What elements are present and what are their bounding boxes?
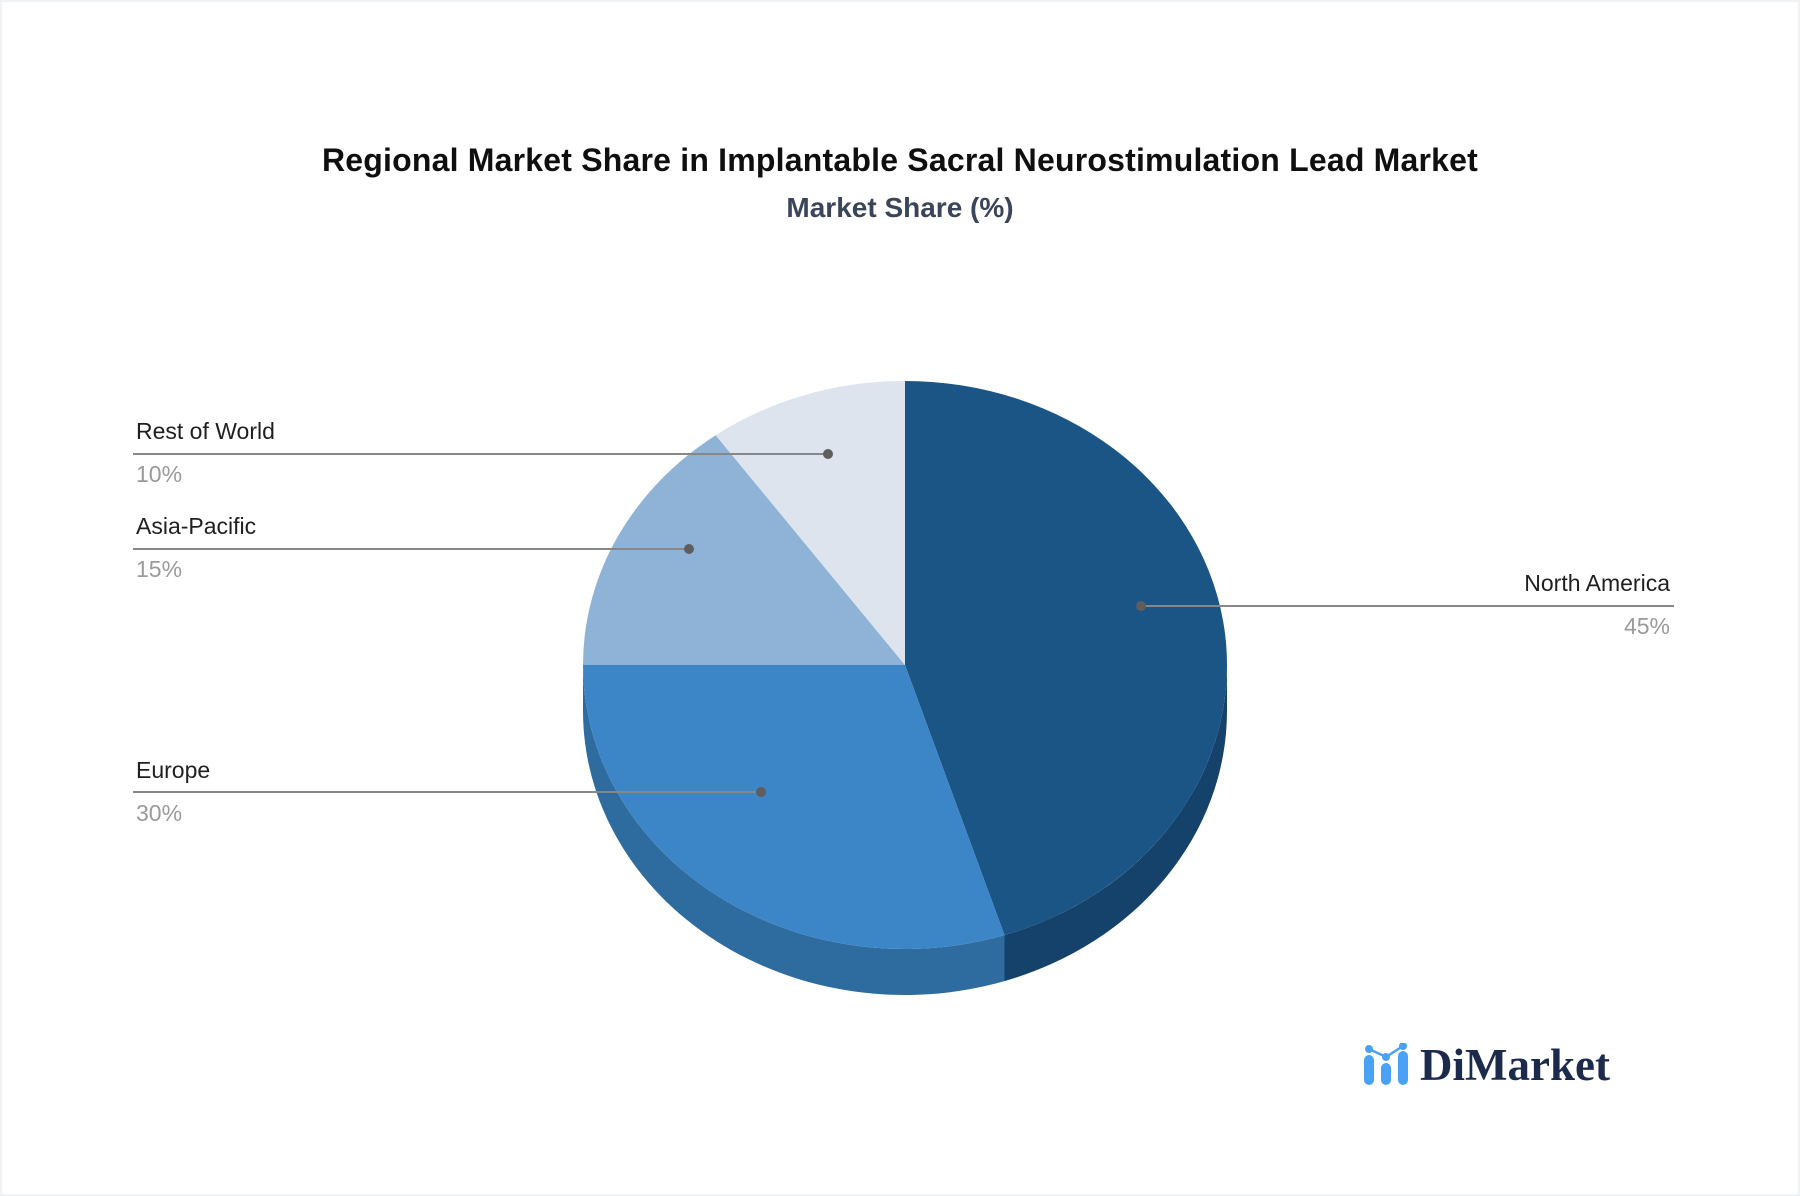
callout-label-rest-of-world: Rest of World: [136, 418, 275, 444]
chart-subtitle: Market Share (%): [786, 192, 1014, 223]
callout-label-europe: Europe: [136, 757, 210, 783]
slice-label: Europe: [136, 757, 211, 783]
slice-label: North America: [1524, 570, 1670, 596]
callout-value-rest-of-world: 10%: [136, 461, 182, 487]
slice-label: Rest of World: [136, 418, 275, 444]
slice-label: Asia-Pacific: [136, 513, 257, 539]
pie-rim-europe: [583, 665, 1005, 995]
dimarket-logo: DiMarket: [1362, 1040, 1610, 1090]
slice-value: 30%: [136, 800, 183, 826]
leader-dot-asia-pacific: [684, 544, 694, 554]
pie-slice-north-america[interactable]: [905, 381, 1227, 936]
chart-title: Regional Market Share in Implantable Sac…: [321, 142, 1479, 178]
slice-value: 15%: [136, 556, 183, 582]
slice-value: 45%: [1623, 613, 1670, 639]
bar-chart-trend-icon: [1364, 1043, 1408, 1086]
pie-slice-rest-of-world[interactable]: [715, 381, 905, 665]
callout-label-north-america: North America: [1524, 570, 1670, 596]
callout-value-north-america: 45%: [1624, 613, 1670, 639]
callout-label-asia-pacific: Asia-Pacific: [136, 513, 256, 539]
logo-text: DiMarket: [1420, 1040, 1610, 1090]
leader-dot-north-america: [1136, 601, 1146, 611]
leader-dot-europe: [756, 787, 766, 797]
pie-rim-north-america: [1004, 665, 1227, 982]
callout-value-asia-pacific: 15%: [136, 556, 182, 582]
pie-slice-asia-pacific[interactable]: [583, 435, 905, 665]
pie-slice-europe[interactable]: [583, 665, 1005, 949]
slice-value: 10%: [136, 461, 183, 487]
leader-dot-rest-of-world: [823, 449, 833, 459]
callout-value-europe: 30%: [136, 800, 182, 826]
